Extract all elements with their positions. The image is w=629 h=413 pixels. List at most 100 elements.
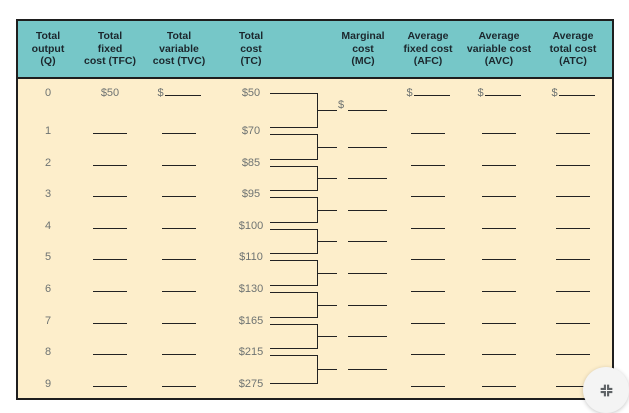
tc-value: $165	[238, 315, 264, 327]
tfc-blank	[88, 184, 132, 204]
mc-tick	[318, 369, 337, 370]
tc-value: $95	[241, 188, 261, 200]
atc-blank	[551, 311, 595, 331]
collapse-icon	[600, 384, 612, 396]
header-marginal-cost: Marginal cost (MC)	[328, 21, 398, 77]
mc-bracket	[270, 324, 318, 349]
tc-value: $85	[241, 157, 261, 169]
q-value: 9	[44, 378, 52, 390]
tfc-blank	[88, 247, 132, 267]
atc-blank: $	[551, 83, 595, 103]
mc-bracket	[270, 134, 318, 160]
header-line: cost	[352, 42, 374, 55]
answer-blank	[93, 280, 127, 292]
header-line: Total	[97, 30, 123, 43]
tfc-blank	[88, 374, 132, 394]
header-line: Total	[35, 30, 61, 43]
atc-blank	[551, 216, 595, 236]
atc-blank	[551, 279, 595, 299]
table-row: 6 $130	[18, 279, 612, 299]
tc-value: $110	[239, 251, 263, 263]
header-total-output: Total output (Q)	[18, 21, 78, 77]
mc-tick	[318, 273, 337, 274]
mc-tick	[318, 210, 337, 211]
answer-blank	[162, 185, 196, 197]
answer-blank	[556, 375, 590, 387]
mc-answer-blank	[348, 305, 387, 306]
avc-blank	[477, 247, 521, 267]
answer-blank	[482, 375, 516, 387]
mc-bracket	[270, 229, 318, 254]
header-line: Average	[478, 30, 520, 43]
header-line: cost (TFC)	[84, 55, 136, 68]
mc-answer-blank	[348, 273, 387, 274]
tc-value: $215	[238, 346, 264, 358]
afc-blank	[406, 216, 450, 236]
answer-blank	[556, 312, 590, 324]
answer-blank	[162, 122, 196, 134]
dollar-sign: $	[157, 87, 164, 99]
avc-blank	[477, 153, 521, 173]
collapse-view-button[interactable]	[583, 367, 629, 413]
answer-blank	[93, 248, 127, 260]
header-line: Total	[238, 30, 264, 43]
tc-value: $50	[241, 87, 261, 99]
answer-blank	[93, 122, 127, 134]
tc-value: $275	[238, 378, 264, 390]
mc-bracket	[270, 292, 318, 318]
tvc-blank: $	[157, 83, 201, 103]
avc-blank	[477, 342, 521, 362]
answer-blank	[556, 185, 590, 197]
mc-answer-blank	[348, 147, 387, 148]
header-line: Average	[407, 30, 449, 43]
q-value: 5	[44, 251, 52, 263]
tc-value: $100	[238, 220, 264, 232]
mc-bracket	[270, 197, 318, 223]
header-total-fixed-cost: Total fixed cost (TFC)	[75, 21, 145, 77]
answer-blank	[411, 280, 445, 292]
header-line: (TC)	[240, 55, 262, 68]
tfc-blank	[88, 153, 132, 173]
answer-blank	[556, 217, 590, 229]
header-line: Average	[552, 30, 594, 43]
mc-answer-blank	[348, 336, 387, 337]
tfc-blank	[88, 279, 132, 299]
avc-blank: $	[477, 83, 521, 103]
mc-bracket	[270, 355, 318, 384]
atc-blank	[551, 247, 595, 267]
atc-blank	[551, 153, 595, 173]
table-row: 9 $275	[18, 374, 612, 394]
answer-blank	[482, 248, 516, 260]
table-row: 7 $165	[18, 311, 612, 331]
answer-blank	[482, 122, 516, 134]
afc-blank	[406, 153, 450, 173]
answer-blank	[411, 375, 445, 387]
afc-blank	[406, 342, 450, 362]
header-line: output	[31, 42, 65, 55]
dollar-sign: $	[477, 87, 484, 99]
tvc-blank	[157, 279, 201, 299]
dollar-sign: $	[406, 87, 413, 99]
mc-answer-blank	[348, 210, 387, 211]
mc-bracket	[270, 93, 318, 128]
afc-blank	[406, 279, 450, 299]
header-line: (Q)	[40, 55, 56, 68]
mc-answer-blank	[348, 369, 387, 370]
header-line: fixed	[97, 42, 123, 55]
header-line: total cost	[549, 42, 597, 55]
avc-blank	[477, 279, 521, 299]
tc-value: $130	[238, 283, 264, 295]
cost-worksheet-table: Total output (Q) Total fixed cost (TFC) …	[16, 19, 614, 400]
answer-blank	[93, 343, 127, 355]
avc-blank	[477, 121, 521, 141]
q-value: 1	[44, 125, 52, 137]
answer-blank	[162, 154, 196, 166]
tvc-blank	[157, 247, 201, 267]
tfc-blank	[88, 216, 132, 236]
afc-blank: $	[406, 83, 450, 103]
tvc-blank	[157, 216, 201, 236]
answer-blank	[482, 154, 516, 166]
answer-blank	[482, 312, 516, 324]
tfc-blank	[88, 342, 132, 362]
tvc-blank	[157, 184, 201, 204]
